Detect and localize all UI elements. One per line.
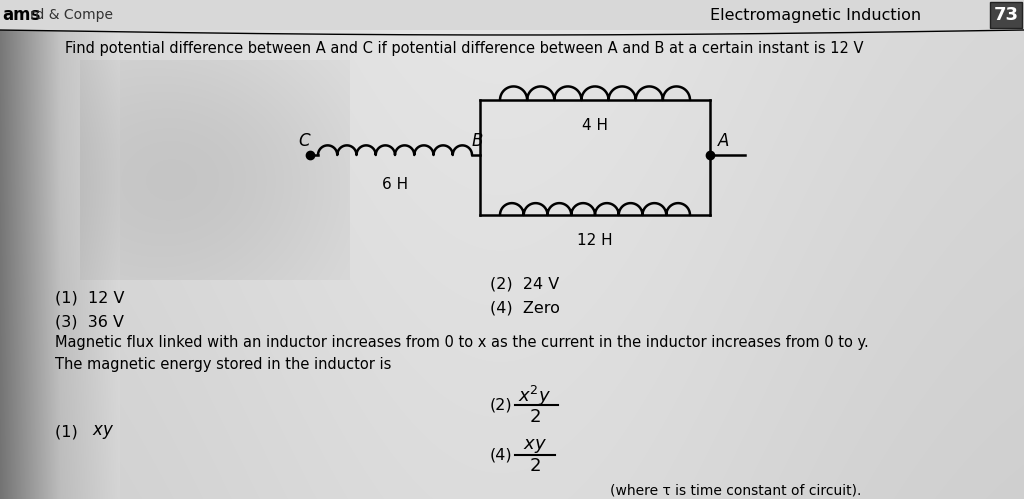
Text: $xy$: $xy$ <box>523 437 547 455</box>
Text: The magnetic energy stored in the inductor is: The magnetic energy stored in the induct… <box>55 357 391 372</box>
Text: (2)  24 V: (2) 24 V <box>490 276 559 291</box>
Text: $xy$: $xy$ <box>92 423 115 441</box>
Text: Magnetic flux linked with an inductor increases from 0 to x as the current in th: Magnetic flux linked with an inductor in… <box>55 334 868 349</box>
FancyBboxPatch shape <box>990 2 1022 28</box>
Text: (4)  Zero: (4) Zero <box>490 300 560 315</box>
Text: (1)  12 V: (1) 12 V <box>55 290 125 305</box>
Text: 4 H: 4 H <box>582 118 608 133</box>
Text: Find potential difference between A and C if potential difference between A and : Find potential difference between A and … <box>65 40 863 55</box>
Text: (1): (1) <box>55 425 88 440</box>
Text: $x^2y$: $x^2y$ <box>518 384 552 408</box>
Text: 73: 73 <box>993 6 1019 24</box>
Text: C: C <box>298 132 310 150</box>
FancyBboxPatch shape <box>0 0 1024 30</box>
Text: B: B <box>471 132 482 150</box>
Text: (4): (4) <box>490 448 513 463</box>
Text: (where τ is time constant of circuit).: (where τ is time constant of circuit). <box>610 483 861 497</box>
Text: (2): (2) <box>490 398 513 413</box>
Text: 2: 2 <box>529 457 541 475</box>
Text: 6 H: 6 H <box>382 177 408 192</box>
Text: ams: ams <box>2 6 40 24</box>
Text: 2: 2 <box>529 408 541 426</box>
Text: rd & Compe: rd & Compe <box>30 8 113 22</box>
Text: (3)  36 V: (3) 36 V <box>55 314 124 329</box>
Text: 12 H: 12 H <box>578 233 612 248</box>
Text: A: A <box>718 132 729 150</box>
Text: Electromagnetic Induction: Electromagnetic Induction <box>710 7 922 22</box>
